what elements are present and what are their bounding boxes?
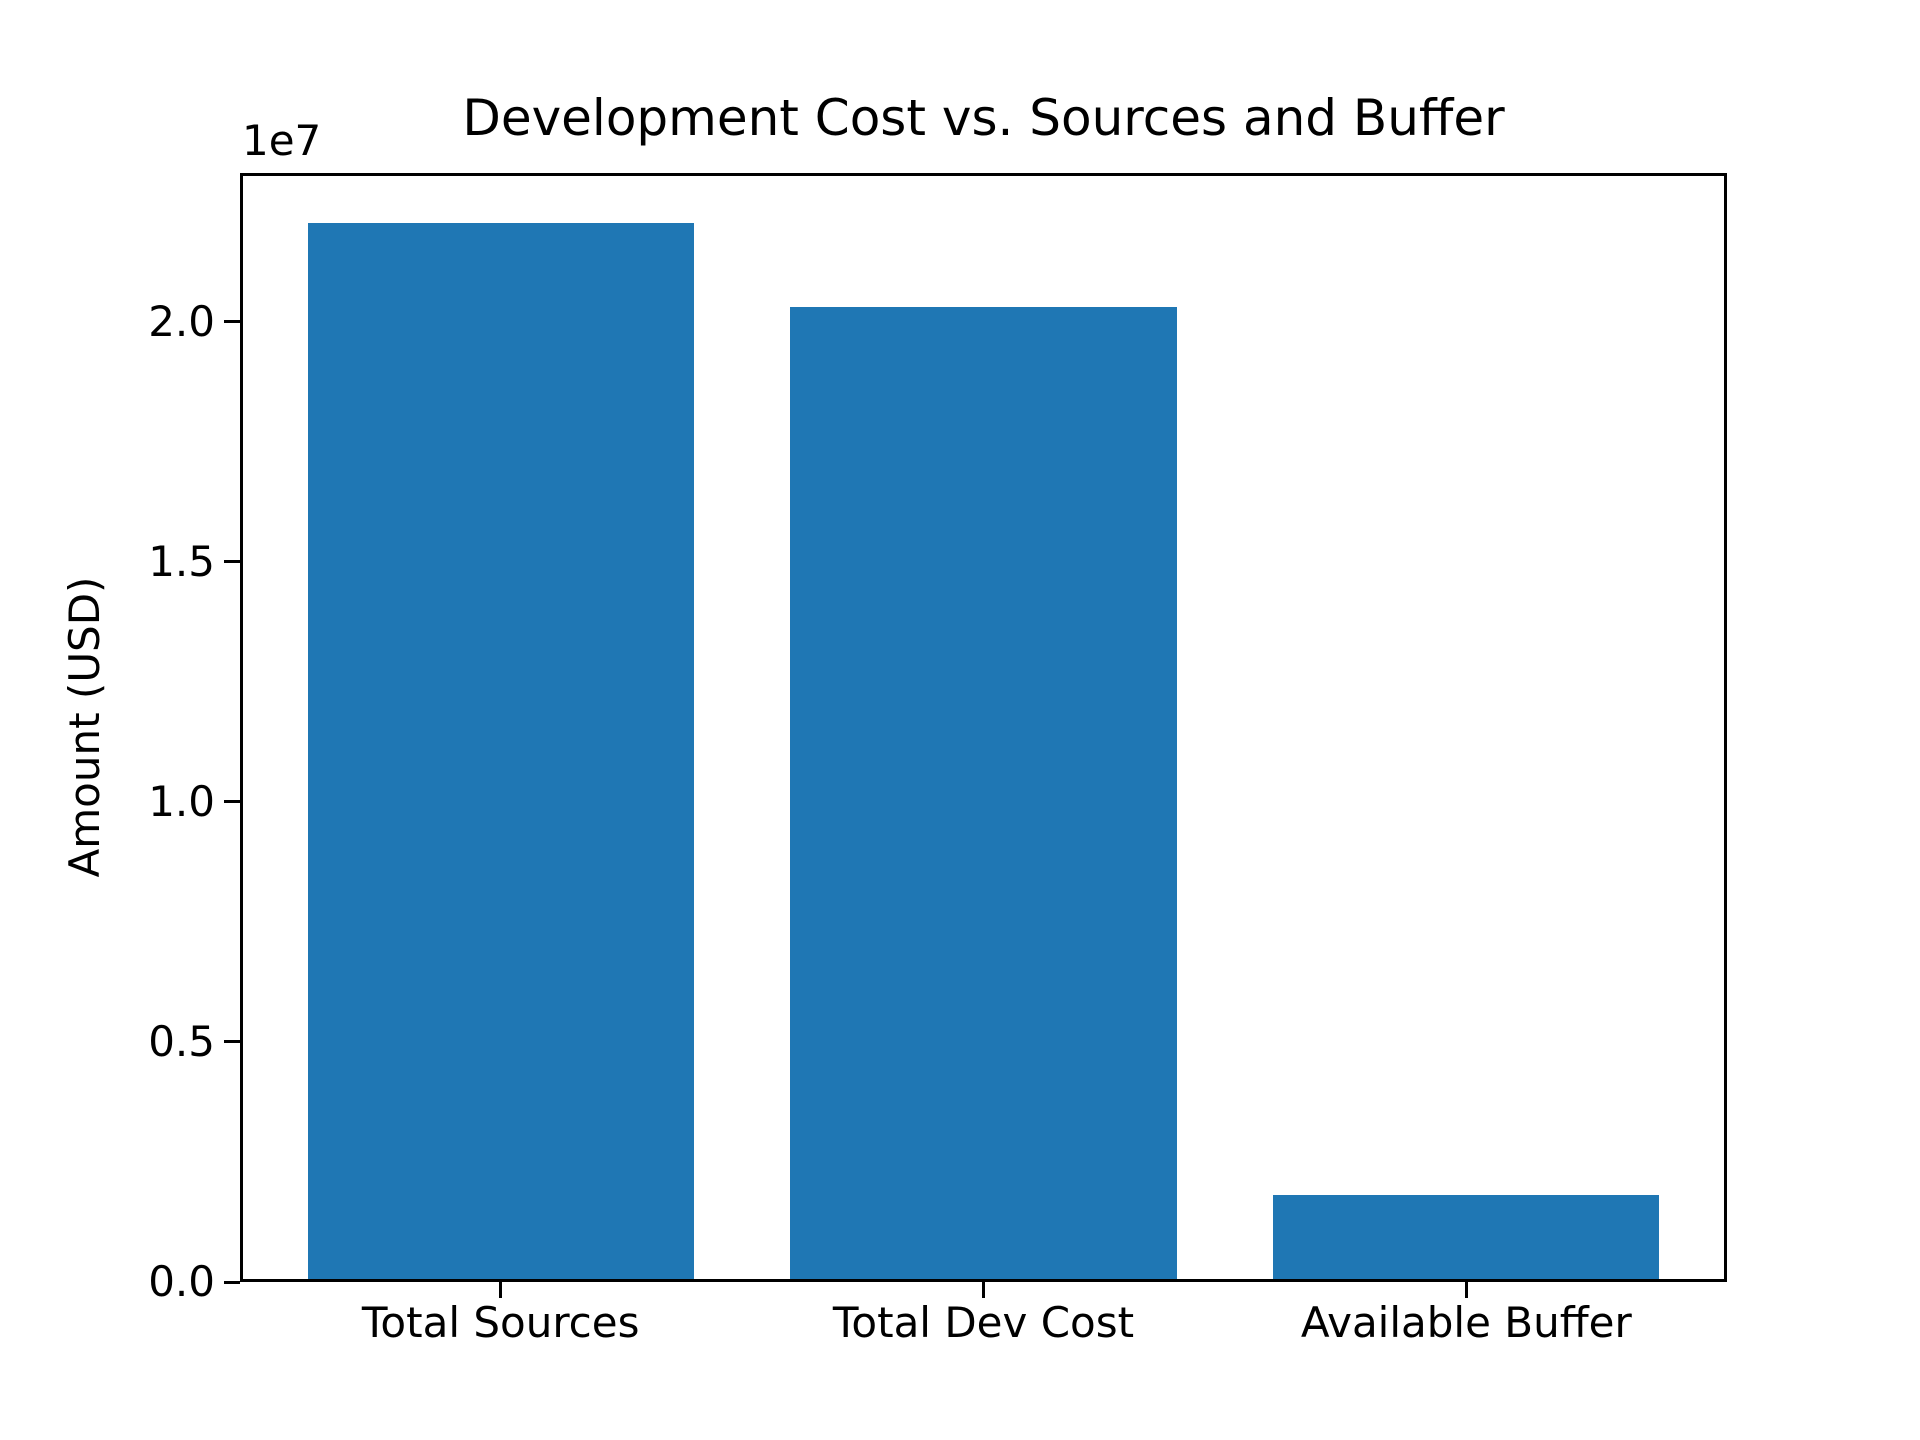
y-tick-mark-2.0 <box>224 320 240 324</box>
bar-available-buffer <box>1273 1195 1660 1279</box>
y-tick-mark-1.5 <box>224 560 240 564</box>
x-tick-label-total-dev-cost: Total Dev Cost <box>832 1298 1135 1347</box>
y-tick-label-0.0: 0.0 <box>148 1257 215 1306</box>
y-tick-mark-1.0 <box>224 800 240 804</box>
bar-total-sources <box>307 223 694 1279</box>
y-tick-label-2.0: 2.0 <box>148 296 215 346</box>
y-axis-offset-text: 1e7 <box>242 116 322 165</box>
y-tick-label-0.5: 0.5 <box>148 1016 215 1066</box>
y-tick-label-1.0: 1.0 <box>148 776 215 826</box>
x-tick-label-available-buffer: Available Buffer <box>1300 1298 1632 1347</box>
x-tick-label-total-sources: Total Sources <box>361 1298 640 1347</box>
x-tick-mark-total-sources <box>499 1282 503 1298</box>
y-tick-mark-0.5 <box>224 1040 240 1044</box>
bar-total-dev-cost <box>790 307 1177 1279</box>
y-tick-label-1.5: 1.5 <box>148 536 215 586</box>
x-tick-mark-available-buffer <box>1464 1282 1468 1298</box>
chart-title: Development Cost vs. Sources and Buffer <box>462 89 1505 147</box>
plot-area <box>240 173 1727 1282</box>
y-tick-mark-0.0 <box>224 1280 240 1284</box>
x-tick-mark-total-dev-cost <box>982 1282 985 1298</box>
